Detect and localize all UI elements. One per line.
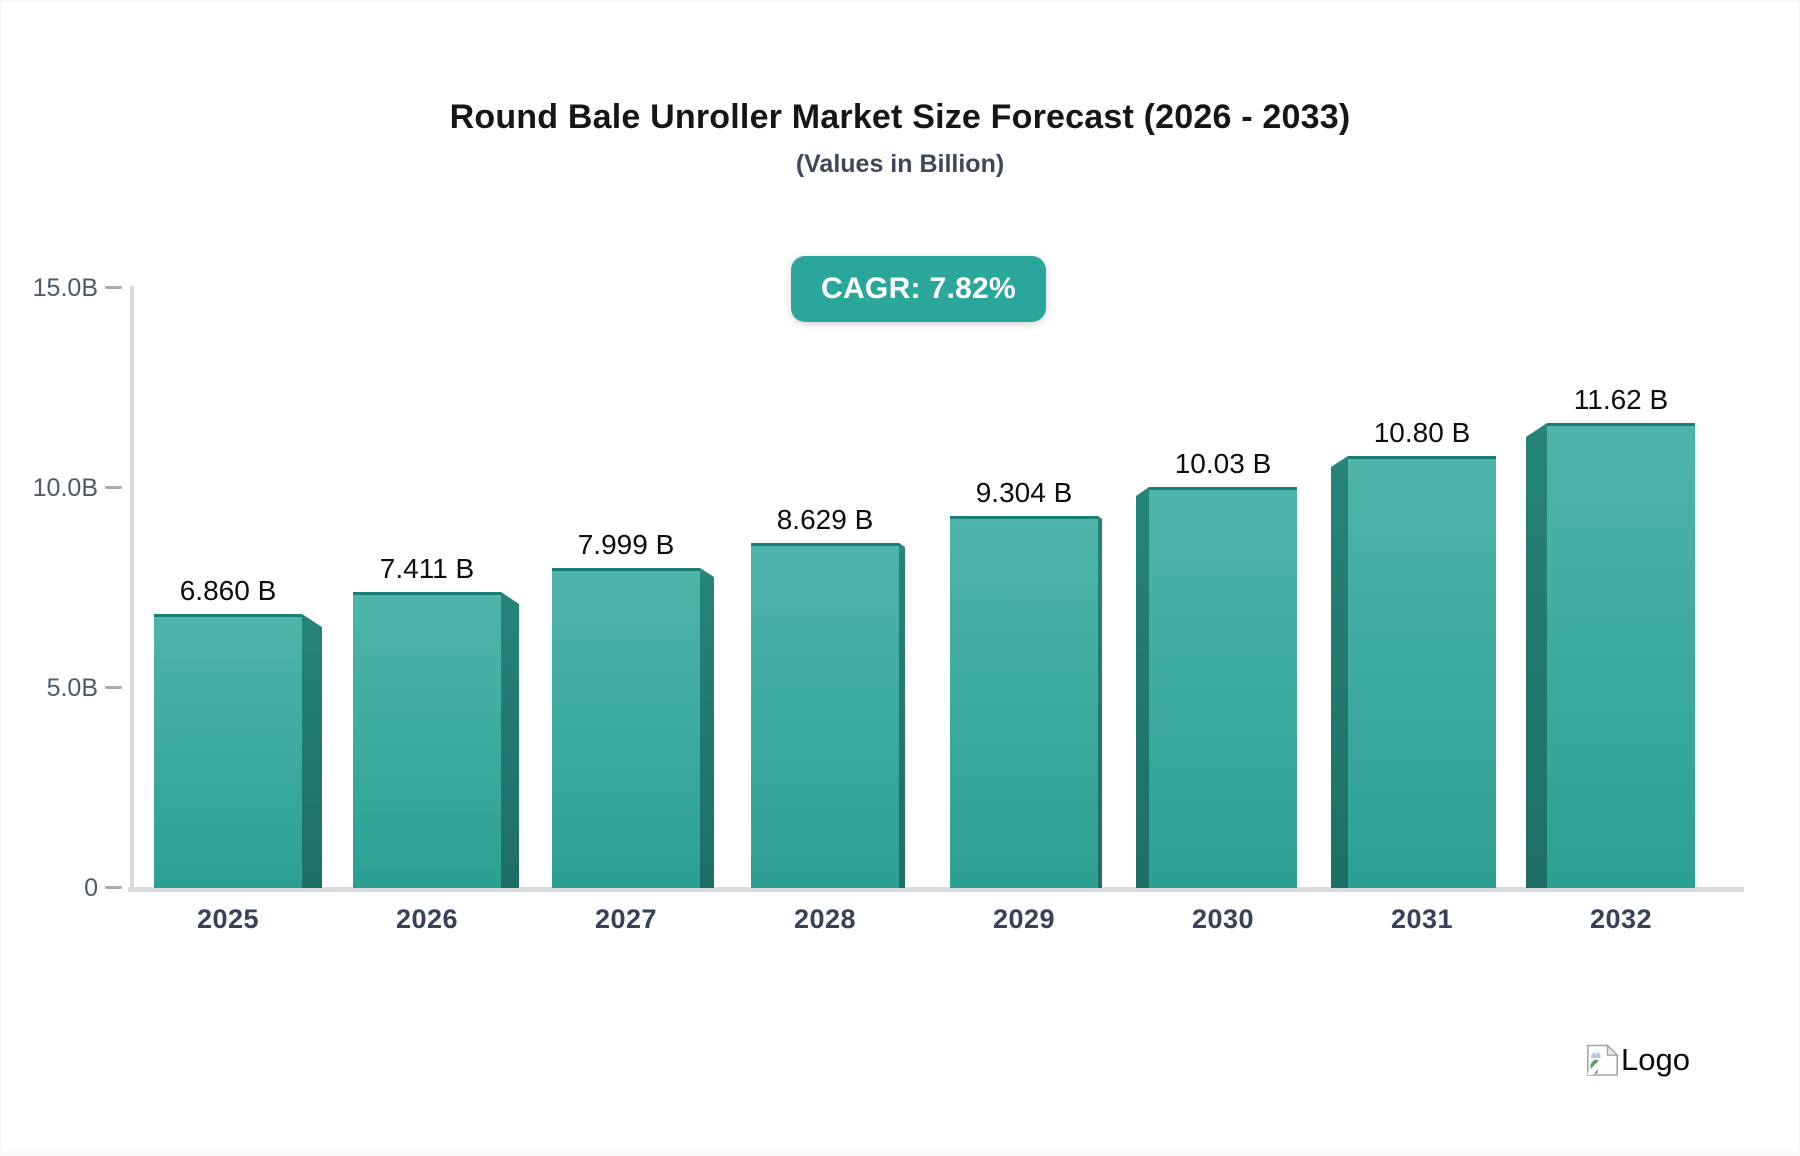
bar-value-label: 10.80 B (1373, 417, 1471, 448)
bar-face (552, 568, 700, 888)
bar-value-label: 7.999 B (577, 529, 675, 560)
x-axis-label: 2026 (395, 904, 459, 934)
bar-value-label: 6.860 B (179, 575, 277, 606)
y-axis-tick-label: 5.0B (46, 674, 98, 702)
x-axis-label: 2031 (1390, 904, 1454, 934)
y-axis-tick-label: 0 (84, 874, 98, 902)
y-axis-line (130, 286, 134, 887)
bar-face (154, 614, 302, 888)
bar-side-face (1136, 487, 1149, 888)
y-axis-tick-mark (105, 886, 122, 889)
bar-side-face (1331, 456, 1348, 888)
x-axis-label: 2030 (1191, 904, 1255, 934)
x-axis-line (128, 887, 1744, 892)
cagr-badge-label: CAGR: 7.82% (821, 272, 1017, 305)
chart-title: Round Bale Unroller Market Size Forecast… (449, 98, 1351, 136)
bar-face (950, 516, 1098, 888)
y-axis-tick-label: 15.0B (32, 274, 98, 302)
bar-side-face (1526, 423, 1547, 888)
chart-subtitle: (Values in Billion) (795, 150, 1005, 178)
bar-face (1149, 487, 1297, 888)
bar-side-face (302, 614, 322, 888)
x-axis-label: 2029 (992, 904, 1056, 934)
logo-alt-text: Logo (1621, 1042, 1690, 1077)
bar-value-label: 11.62 B (1573, 384, 1669, 415)
logo: Logo (1585, 1042, 1690, 1078)
bar-value-label: 8.629 B (776, 504, 874, 535)
bar-side-face (899, 543, 905, 888)
bar-side-face (1098, 516, 1102, 888)
y-axis-tick-mark (105, 686, 122, 689)
y-axis-tick-mark (105, 486, 122, 489)
cagr-badge: CAGR: 7.82% (791, 256, 1047, 322)
x-axis-label: 2025 (196, 904, 260, 934)
x-axis-label: 2027 (594, 904, 658, 934)
y-axis-tick-mark (105, 286, 122, 289)
bar-side-face (700, 568, 714, 888)
broken-image-icon (1587, 1043, 1619, 1076)
bar-value-label: 10.03 B (1174, 448, 1272, 479)
bar-value-label: 9.304 B (975, 477, 1073, 508)
bar-face (1547, 423, 1695, 888)
bar-face (353, 592, 501, 888)
bar-value-label: 7.411 B (379, 553, 475, 584)
x-axis-label: 2032 (1589, 904, 1653, 934)
bar-side-face (501, 592, 519, 888)
bar-face (751, 543, 899, 888)
y-axis-tick-label: 10.0B (32, 474, 98, 502)
x-axis-label: 2028 (793, 904, 857, 934)
bar-face (1348, 456, 1496, 888)
